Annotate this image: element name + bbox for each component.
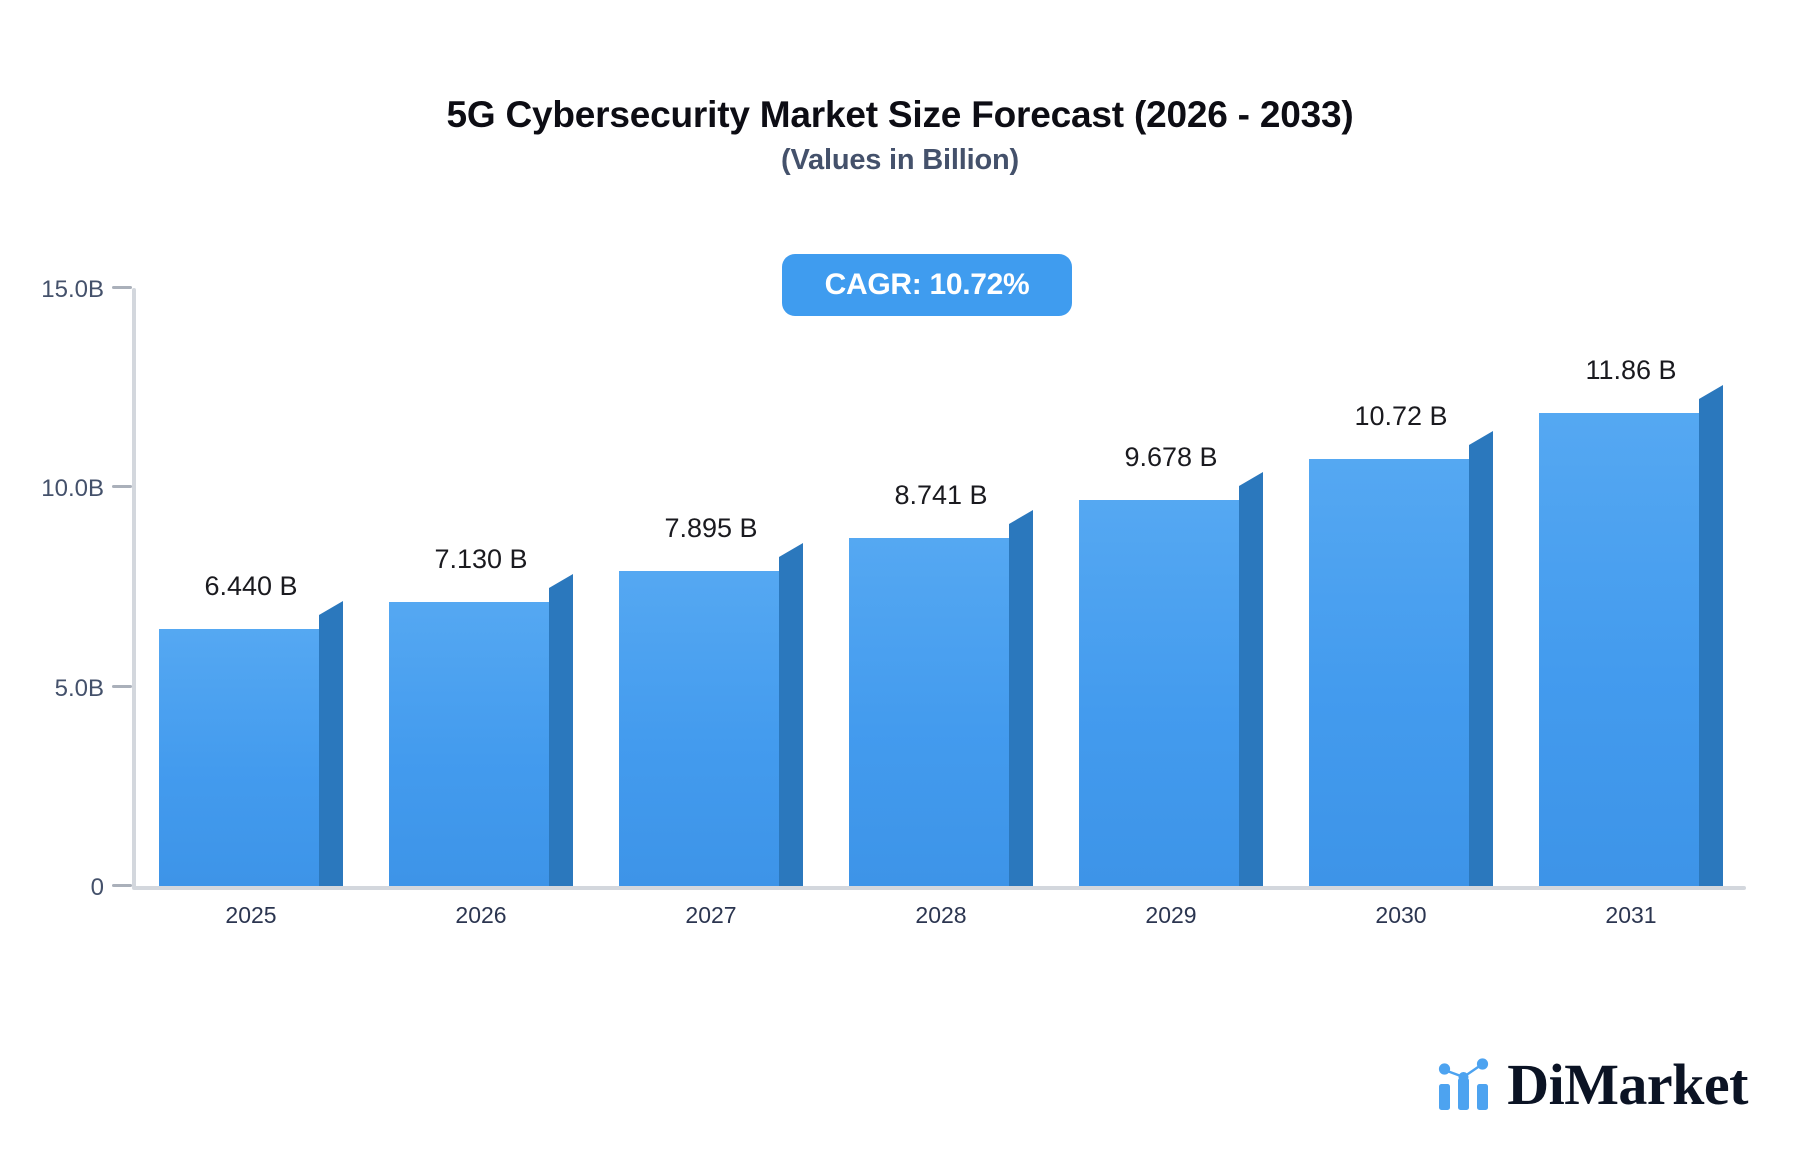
y-axis-tick-label: 15.0B (41, 276, 104, 303)
bar-2030[interactable] (1309, 430, 1493, 886)
bar-side-face (1469, 444, 1493, 886)
x-axis-label-2031: 2031 (1605, 902, 1657, 928)
bar-2025[interactable] (159, 601, 343, 886)
bar-2029[interactable] (1079, 472, 1263, 886)
bar-value-label: 9.678 B (1124, 442, 1218, 473)
bar-top-bevel (549, 573, 573, 588)
bar-side-face (779, 557, 803, 886)
y-axis-tick-label: 5.0B (54, 674, 104, 702)
bar-value-label: 10.72 B (1354, 400, 1448, 431)
y-axis-tick: 15.0B (0, 276, 140, 308)
x-axis-label-2029: 2029 (1145, 902, 1197, 928)
y-axis-tick-mark (112, 286, 132, 289)
bar-front-face (1309, 458, 1469, 886)
x-axis-label-2027: 2027 (685, 902, 737, 928)
bar-front-face (1079, 500, 1239, 886)
bar-chart-dots-icon (1437, 1058, 1493, 1112)
y-axis-tick-mark (112, 684, 132, 688)
bar-side-face (319, 615, 343, 886)
y-axis-line (132, 288, 136, 888)
x-axis-label-2026: 2026 (455, 902, 507, 928)
bar-2028[interactable] (849, 509, 1033, 886)
bar-side-face (1009, 523, 1033, 886)
bar-front-face (1539, 413, 1699, 886)
bar-top-bevel (1699, 385, 1723, 400)
x-axis-label-2028: 2028 (915, 902, 967, 928)
bar-front-face (389, 601, 549, 886)
x-axis-label-2025: 2025 (225, 902, 277, 928)
bar-2031[interactable] (1539, 385, 1723, 886)
bar-side-face (549, 587, 573, 886)
bar-side-face (1239, 486, 1263, 886)
y-axis-tick-mark (112, 485, 132, 489)
x-axis-label-2030: 2030 (1375, 902, 1427, 928)
logo-text: DiMarket (1507, 1052, 1748, 1117)
bar-top-bevel (319, 601, 343, 616)
chart-title: 5G Cybersecurity Market Size Forecast (2… (446, 94, 1354, 135)
bar-top-bevel (1239, 472, 1263, 487)
bar-2026[interactable] (389, 573, 573, 886)
bar-front-face (159, 629, 319, 886)
y-axis-tick: 0 (0, 874, 140, 906)
y-axis-tick-mark (112, 884, 132, 887)
bar-top-bevel (1009, 509, 1033, 524)
dimarket-logo: DiMarket (1437, 1056, 1748, 1114)
bar-front-face (619, 571, 779, 886)
y-axis-tick: 5.0B (0, 675, 140, 707)
y-axis-tick-label: 10.0B (41, 475, 104, 503)
bar-value-label: 7.895 B (664, 513, 758, 544)
bar-2027[interactable] (619, 543, 803, 886)
cagr-badge: CAGR: 10.72% (782, 254, 1072, 316)
bar-side-face (1699, 399, 1723, 886)
bar-value-label: 11.86 B (1585, 355, 1677, 386)
y-axis-tick-label: 0 (90, 874, 104, 901)
bar-value-label: 7.130 B (434, 543, 528, 574)
bar-top-bevel (779, 543, 803, 558)
chart-subtitle: (Values in Billion) (781, 144, 1019, 176)
y-axis-tick: 10.0B (0, 475, 140, 507)
bar-top-bevel (1469, 430, 1493, 445)
bar-front-face (849, 537, 1009, 886)
bar-value-label: 6.440 B (204, 571, 298, 602)
bar-value-label: 8.741 B (894, 479, 988, 510)
x-axis-line (132, 886, 1746, 890)
